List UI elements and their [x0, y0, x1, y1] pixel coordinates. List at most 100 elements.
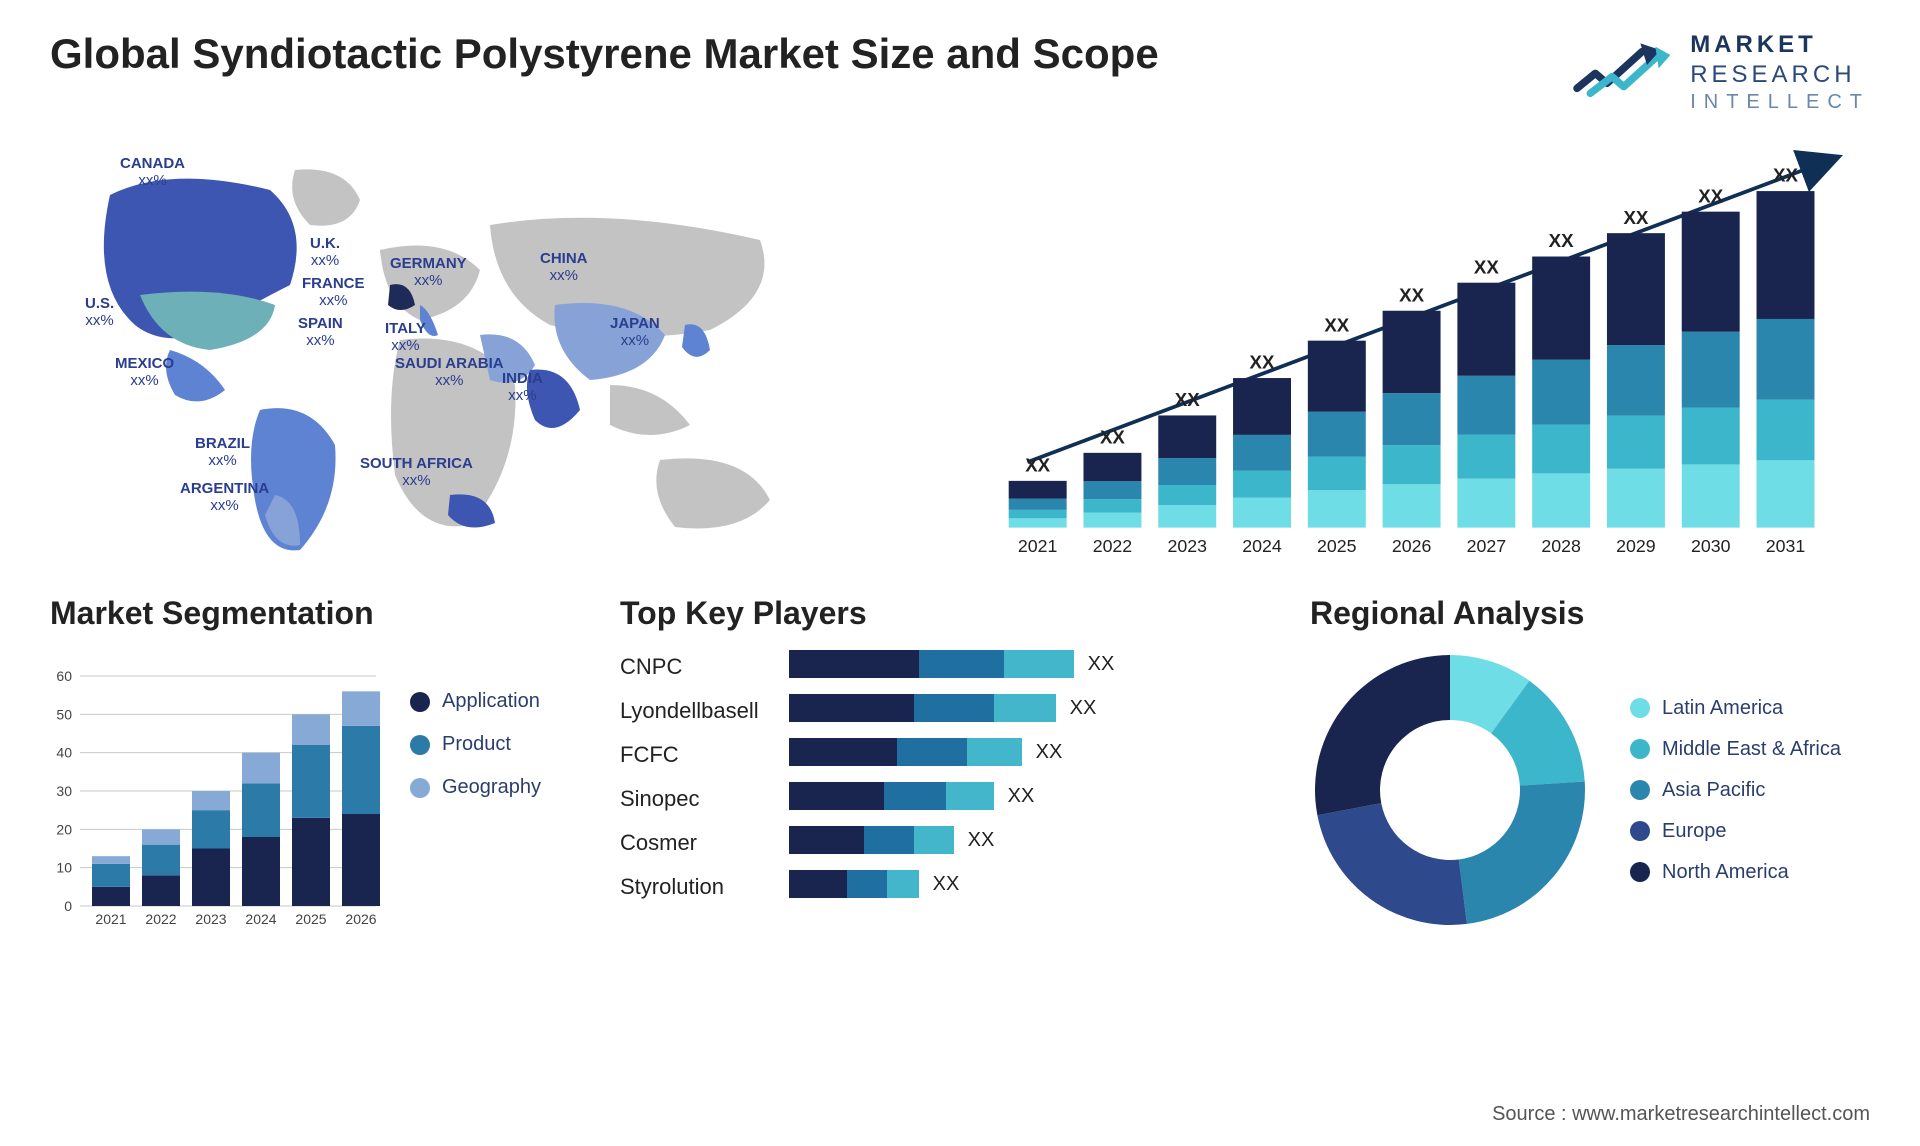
svg-text:2026: 2026: [1392, 536, 1432, 556]
world-map: CANADAxx% U.S.xx%MEXICOxx% BRAZILxx% ARGENT…: [50, 135, 930, 565]
kp-value: XX: [933, 873, 960, 896]
svg-text:XX: XX: [1324, 314, 1349, 335]
legend-item: Application: [410, 690, 541, 713]
svg-text:2026: 2026: [345, 911, 376, 927]
svg-text:XX: XX: [1250, 352, 1275, 373]
legend-item: Middle East & Africa: [1630, 738, 1841, 761]
svg-text:2024: 2024: [245, 911, 276, 927]
map-label: SOUTH AFRICAxx%: [360, 455, 473, 490]
legend-label: Middle East & Africa: [1662, 738, 1841, 761]
map-label: U.K.xx%: [310, 235, 340, 270]
kp-row: XX: [789, 782, 1115, 810]
legend-item: Asia Pacific: [1630, 779, 1841, 802]
svg-text:XX: XX: [1773, 165, 1798, 186]
svg-text:2029: 2029: [1616, 536, 1656, 556]
legend-item: Latin America: [1630, 697, 1841, 720]
legend-item: Europe: [1630, 820, 1841, 843]
map-label: JAPANxx%: [610, 315, 660, 350]
legend-swatch: [410, 692, 430, 712]
kp-row: XX: [789, 870, 1115, 898]
svg-text:XX: XX: [1399, 284, 1424, 305]
map-label: ARGENTINAxx%: [180, 480, 269, 515]
map-label: BRAZILxx%: [195, 435, 250, 470]
svg-text:XX: XX: [1100, 426, 1125, 447]
svg-text:2025: 2025: [1317, 536, 1357, 556]
svg-text:2027: 2027: [1467, 536, 1507, 556]
kp-name: Sinopec: [620, 786, 759, 814]
kp-name: Styrolution: [620, 874, 759, 902]
kp-row: XX: [789, 694, 1115, 722]
legend-label: North America: [1662, 861, 1789, 884]
legend-swatch: [1630, 862, 1650, 882]
svg-text:50: 50: [56, 706, 72, 722]
map-label: FRANCExx%: [302, 275, 365, 310]
map-label: GERMANYxx%: [390, 255, 467, 290]
kp-name: CNPC: [620, 654, 759, 682]
map-label: U.S.xx%: [85, 295, 114, 330]
kp-name: Lyondellbasell: [620, 698, 759, 726]
svg-text:30: 30: [56, 783, 72, 799]
legend-label: Latin America: [1662, 697, 1783, 720]
kp-name: FCFC: [620, 742, 759, 770]
svg-text:10: 10: [56, 860, 72, 876]
map-label: CANADAxx%: [120, 155, 185, 190]
logo-text-1: MARKET: [1690, 30, 1870, 60]
segmentation-title: Market Segmentation: [50, 595, 570, 632]
kp-row: XX: [789, 738, 1115, 766]
map-label: CHINAxx%: [540, 250, 588, 285]
legend-item: North America: [1630, 861, 1841, 884]
legend-swatch: [1630, 821, 1650, 841]
legend-swatch: [1630, 780, 1650, 800]
svg-text:2023: 2023: [195, 911, 226, 927]
legend-label: Geography: [442, 776, 541, 799]
map-label: SAUDI ARABIAxx%: [395, 355, 504, 390]
kp-row: XX: [789, 826, 1115, 854]
svg-text:2028: 2028: [1541, 536, 1581, 556]
kp-value: XX: [1036, 741, 1063, 764]
map-label: INDIAxx%: [502, 370, 543, 405]
svg-text:2024: 2024: [1242, 536, 1282, 556]
svg-text:XX: XX: [1025, 455, 1050, 476]
kp-value: XX: [1070, 697, 1097, 720]
svg-text:XX: XX: [1623, 207, 1648, 228]
svg-text:XX: XX: [1474, 256, 1499, 277]
regional-title: Regional Analysis: [1310, 595, 1870, 632]
legend-swatch: [410, 735, 430, 755]
svg-text:2025: 2025: [295, 911, 326, 927]
svg-text:2030: 2030: [1691, 536, 1731, 556]
svg-text:2021: 2021: [1018, 536, 1058, 556]
logo-mark-icon: [1572, 35, 1672, 110]
logo-text-2: RESEARCH: [1690, 60, 1870, 90]
svg-text:20: 20: [56, 821, 72, 837]
segmentation-panel: Market Segmentation 01020304050602021202…: [50, 595, 570, 930]
svg-text:40: 40: [56, 745, 72, 761]
legend-label: Asia Pacific: [1662, 779, 1765, 802]
legend-swatch: [1630, 739, 1650, 759]
legend-item: Geography: [410, 776, 541, 799]
map-label: SPAINxx%: [298, 315, 343, 350]
svg-text:60: 60: [56, 668, 72, 684]
legend-item: Product: [410, 733, 541, 756]
svg-text:2022: 2022: [1093, 536, 1133, 556]
kp-row: XX: [789, 650, 1115, 678]
svg-text:2023: 2023: [1167, 536, 1207, 556]
kp-name: Cosmer: [620, 830, 759, 858]
legend-swatch: [1630, 698, 1650, 718]
svg-text:2021: 2021: [95, 911, 126, 927]
logo-text-3: INTELLECT: [1690, 90, 1870, 115]
kp-value: XX: [968, 829, 995, 852]
map-label: ITALYxx%: [385, 320, 426, 355]
keyplayers-title: Top Key Players: [620, 595, 1260, 632]
page-title: Global Syndiotactic Polystyrene Market S…: [50, 30, 1159, 78]
kp-value: XX: [1088, 653, 1115, 676]
legend-label: Application: [442, 690, 540, 713]
kp-value: XX: [1008, 785, 1035, 808]
keyplayers-panel: Top Key Players CNPC Lyondellbasell FCFC Si…: [620, 595, 1260, 930]
legend-label: Europe: [1662, 820, 1727, 843]
regional-panel: Regional Analysis Latin America Middle Ea…: [1310, 595, 1870, 930]
forecast-chart: XX 2021 XX 2022 XX 2023 XX 2024 XX 2025 XX 2026 XX 20…: [970, 135, 1870, 565]
svg-text:XX: XX: [1175, 389, 1200, 410]
legend-label: Product: [442, 733, 511, 756]
map-label: MEXICOxx%: [115, 355, 174, 390]
legend-swatch: [410, 778, 430, 798]
